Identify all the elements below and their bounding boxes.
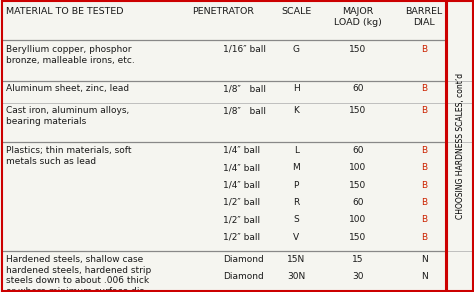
Text: H: H xyxy=(293,84,300,93)
Text: N: N xyxy=(421,290,428,292)
Text: 100: 100 xyxy=(349,163,366,172)
Text: M: M xyxy=(292,163,300,172)
Text: 1/4″ ball: 1/4″ ball xyxy=(223,180,260,190)
Text: B: B xyxy=(421,146,427,155)
Text: N: N xyxy=(421,272,428,281)
Text: B: B xyxy=(421,163,427,172)
Text: 15N: 15N xyxy=(287,255,305,264)
Text: Hardened steels, shallow case
hardened steels, hardened strip
steels down to abo: Hardened steels, shallow case hardened s… xyxy=(6,255,151,292)
Text: 1/2″ ball: 1/2″ ball xyxy=(223,198,260,207)
Text: 1/4″ ball: 1/4″ ball xyxy=(223,146,260,155)
Text: Diamond: Diamond xyxy=(223,272,264,281)
Text: SCALE: SCALE xyxy=(281,7,311,16)
Text: B: B xyxy=(421,215,427,224)
Text: 150: 150 xyxy=(349,45,366,54)
Text: 150: 150 xyxy=(349,107,366,115)
Text: 1/4″ ball: 1/4″ ball xyxy=(223,163,260,172)
Text: 1/8″   ball: 1/8″ ball xyxy=(223,107,266,115)
Text: 150: 150 xyxy=(349,233,366,242)
Text: PENETRATOR: PENETRATOR xyxy=(192,7,254,16)
Text: 1/16″ ball: 1/16″ ball xyxy=(223,45,266,54)
Text: N: N xyxy=(421,255,428,264)
Text: G: G xyxy=(293,45,300,54)
Text: B: B xyxy=(421,233,427,242)
Text: B: B xyxy=(421,198,427,207)
Text: V: V xyxy=(293,233,299,242)
Text: BARREL
DIAL: BARREL DIAL xyxy=(406,7,443,27)
Text: 15: 15 xyxy=(352,255,364,264)
Text: B: B xyxy=(421,84,427,93)
Text: 45: 45 xyxy=(352,290,364,292)
Text: L: L xyxy=(294,146,299,155)
Text: Beryllium copper, phosphor
bronze, malleable irons, etc.: Beryllium copper, phosphor bronze, malle… xyxy=(6,45,135,65)
Text: P: P xyxy=(293,180,299,190)
Text: B: B xyxy=(421,107,427,115)
Text: 1/2″ ball: 1/2″ ball xyxy=(223,215,260,224)
Text: MATERIAL TO BE TESTED: MATERIAL TO BE TESTED xyxy=(6,7,123,16)
Text: Cast iron, aluminum alloys,
bearing materials: Cast iron, aluminum alloys, bearing mate… xyxy=(6,107,129,126)
Text: MAJOR
LOAD (kg): MAJOR LOAD (kg) xyxy=(334,7,382,27)
Text: B: B xyxy=(421,45,427,54)
Bar xyxy=(447,1,473,291)
Text: 1/8″   ball: 1/8″ ball xyxy=(223,84,266,93)
Text: 100: 100 xyxy=(349,215,366,224)
Text: S: S xyxy=(293,215,299,224)
Text: 60: 60 xyxy=(352,146,364,155)
Text: 45N: 45N xyxy=(287,290,305,292)
Text: 30: 30 xyxy=(352,272,364,281)
Text: K: K xyxy=(293,107,299,115)
Text: 1/2″ ball: 1/2″ ball xyxy=(223,233,260,242)
Text: Diamond: Diamond xyxy=(223,255,264,264)
Text: CHOOSING HARDNESS SCALES, cont’d: CHOOSING HARDNESS SCALES, cont’d xyxy=(456,73,465,219)
Text: B: B xyxy=(421,180,427,190)
Text: 30N: 30N xyxy=(287,272,305,281)
Text: Diamond: Diamond xyxy=(223,290,264,292)
Text: 60: 60 xyxy=(352,198,364,207)
Text: R: R xyxy=(293,198,300,207)
Text: 60: 60 xyxy=(352,84,364,93)
Text: Aluminum sheet, zinc, lead: Aluminum sheet, zinc, lead xyxy=(6,84,129,93)
Text: Plastics; thin materials, soft
metals such as lead: Plastics; thin materials, soft metals su… xyxy=(6,146,131,166)
Text: 150: 150 xyxy=(349,180,366,190)
